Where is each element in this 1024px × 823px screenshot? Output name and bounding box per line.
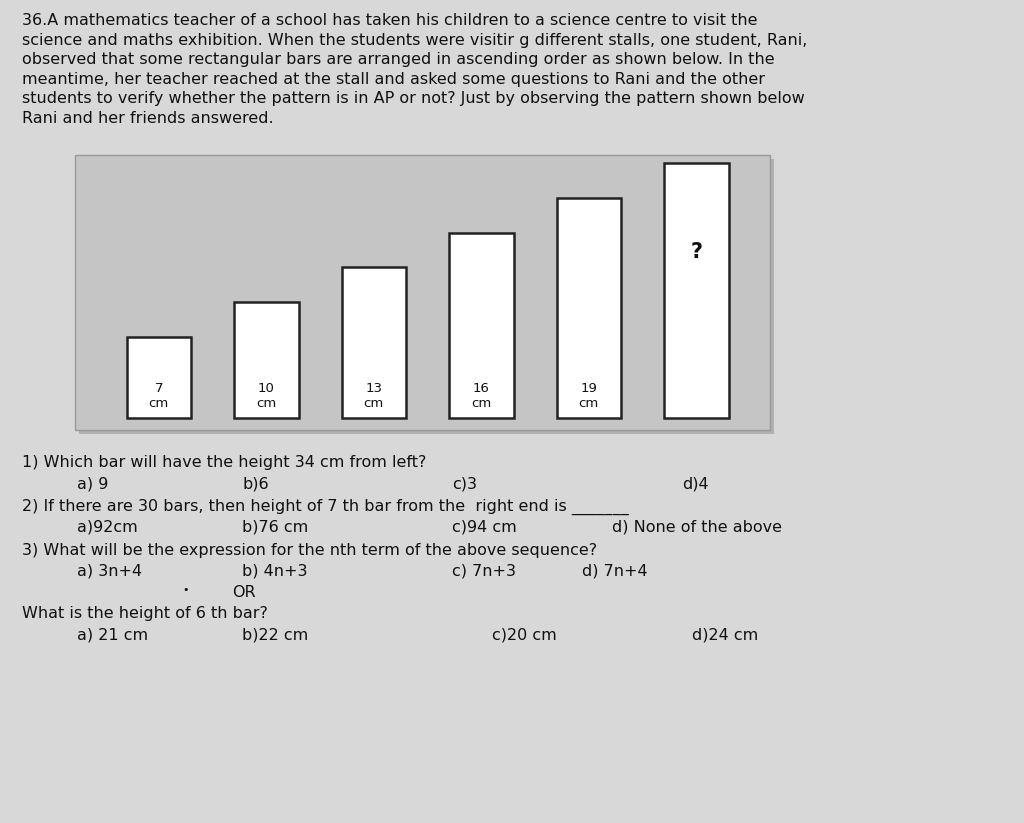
Text: 7
cm: 7 cm	[148, 382, 169, 410]
Text: 2) If there are 30 bars, then height of 7 th bar from the  right end is _______: 2) If there are 30 bars, then height of …	[22, 499, 629, 515]
Text: c)20 cm: c)20 cm	[492, 627, 557, 642]
Text: d) None of the above: d) None of the above	[612, 520, 782, 535]
Text: 1) Which bar will have the height 34 cm from left?: 1) Which bar will have the height 34 cm …	[22, 455, 426, 470]
Text: 19
cm: 19 cm	[579, 382, 599, 410]
Text: OR: OR	[232, 585, 256, 600]
Text: a)92cm: a)92cm	[77, 520, 138, 535]
Bar	[664, 163, 728, 418]
Bar	[234, 302, 299, 418]
Text: b) 4n+3: b) 4n+3	[242, 564, 307, 579]
Text: meantime, her teacher reached at the stall and asked some questions to Rani and : meantime, her teacher reached at the sta…	[22, 72, 765, 86]
Text: 16
cm: 16 cm	[471, 382, 492, 410]
Text: a) 9: a) 9	[77, 476, 109, 491]
Text: observed that some rectangular bars are arranged in ascending order as shown bel: observed that some rectangular bars are …	[22, 52, 774, 67]
Bar	[79, 159, 774, 434]
Text: c)94 cm: c)94 cm	[452, 520, 517, 535]
Text: students to verify whether the pattern is in AP or not? Just by observing the pa: students to verify whether the pattern i…	[22, 91, 805, 106]
Text: d)4: d)4	[682, 476, 709, 491]
Text: ?: ?	[690, 242, 702, 263]
Text: b)6: b)6	[242, 476, 268, 491]
Text: science and maths exhibition. When the students were visitir g different stalls,: science and maths exhibition. When the s…	[22, 32, 807, 48]
Text: 36.A mathematics teacher of a school has taken his children to a science centre : 36.A mathematics teacher of a school has…	[22, 13, 758, 28]
Bar	[127, 337, 191, 418]
Text: 3) What will be the expression for the nth term of the above sequence?: 3) What will be the expression for the n…	[22, 543, 597, 558]
Text: Rani and her friends answered.: Rani and her friends answered.	[22, 110, 273, 125]
Bar	[341, 267, 406, 418]
Text: d) 7n+4: d) 7n+4	[582, 564, 647, 579]
Text: b)22 cm: b)22 cm	[242, 627, 308, 642]
Text: 10
cm: 10 cm	[256, 382, 276, 410]
Text: a) 21 cm: a) 21 cm	[77, 627, 148, 642]
Text: b)76 cm: b)76 cm	[242, 520, 308, 535]
Text: a) 3n+4: a) 3n+4	[77, 564, 142, 579]
Text: c) 7n+3: c) 7n+3	[452, 564, 516, 579]
Text: c)3: c)3	[452, 476, 477, 491]
Text: •: •	[182, 585, 188, 595]
Bar	[449, 233, 513, 418]
Text: 13
cm: 13 cm	[364, 382, 384, 410]
Text: What is the height of 6 th bar?: What is the height of 6 th bar?	[22, 606, 268, 621]
Bar	[75, 155, 770, 430]
Text: d)24 cm: d)24 cm	[692, 627, 758, 642]
Bar	[556, 198, 621, 418]
